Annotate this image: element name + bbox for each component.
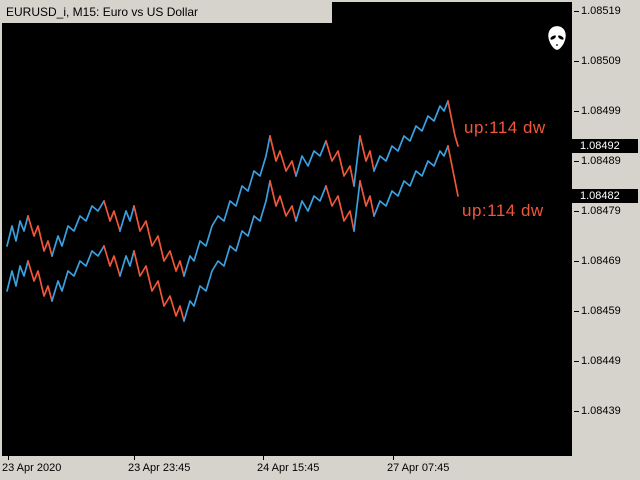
time-tick [263,456,264,460]
price-label: 1.08509 [581,55,621,67]
price-label: 1.08479 [581,205,621,217]
time-label: 23 Apr 2020 [2,462,62,474]
price-label: 1.08519 [581,5,621,17]
chart-title-bar: EURUSD_i, M15: Euro vs US Dollar [2,2,332,23]
indicator-label-lower: up:114 dw [462,201,544,220]
indicator-label-upper: up:114 dw [464,118,546,137]
time-label: 23 Apr 23:45 [128,462,191,474]
price-tick [574,261,579,262]
time-tick [393,456,394,460]
price-tick [574,61,579,62]
price-tick [574,411,579,412]
time-label: 24 Apr 15:45 [257,462,320,474]
alien-icon [546,24,568,52]
price-tick [574,11,579,12]
price-label: 1.08449 [581,355,621,367]
price-tick [574,311,579,312]
price-tick [574,361,579,362]
price-tick [574,111,579,112]
price-label: 1.08439 [581,405,621,417]
time-label: 27 Apr 07:45 [387,462,450,474]
price-label: 1.08469 [581,255,621,267]
price-label: 1.08499 [581,105,621,117]
price-tick [574,211,579,212]
price-tick [574,161,579,162]
price-marker-upper: 1.08492 [572,139,638,153]
price-axis[interactable]: 1.08519 1.08509 1.08499 1.08489 1.08479 … [572,0,640,456]
time-tick [8,456,9,460]
chart-plot-area[interactable]: EURUSD_i, M15: Euro vs US Dollar up:114 … [2,2,572,456]
time-tick [134,456,135,460]
chart-title: EURUSD_i, M15: Euro vs US Dollar [6,5,199,19]
price-label: 1.08459 [581,305,621,317]
price-series-lines [6,100,459,322]
time-axis[interactable]: 23 Apr 2020 23 Apr 23:45 24 Apr 15:45 27… [0,456,640,480]
price-label: 1.08489 [581,155,621,167]
price-marker-lower: 1.08482 [572,189,638,203]
